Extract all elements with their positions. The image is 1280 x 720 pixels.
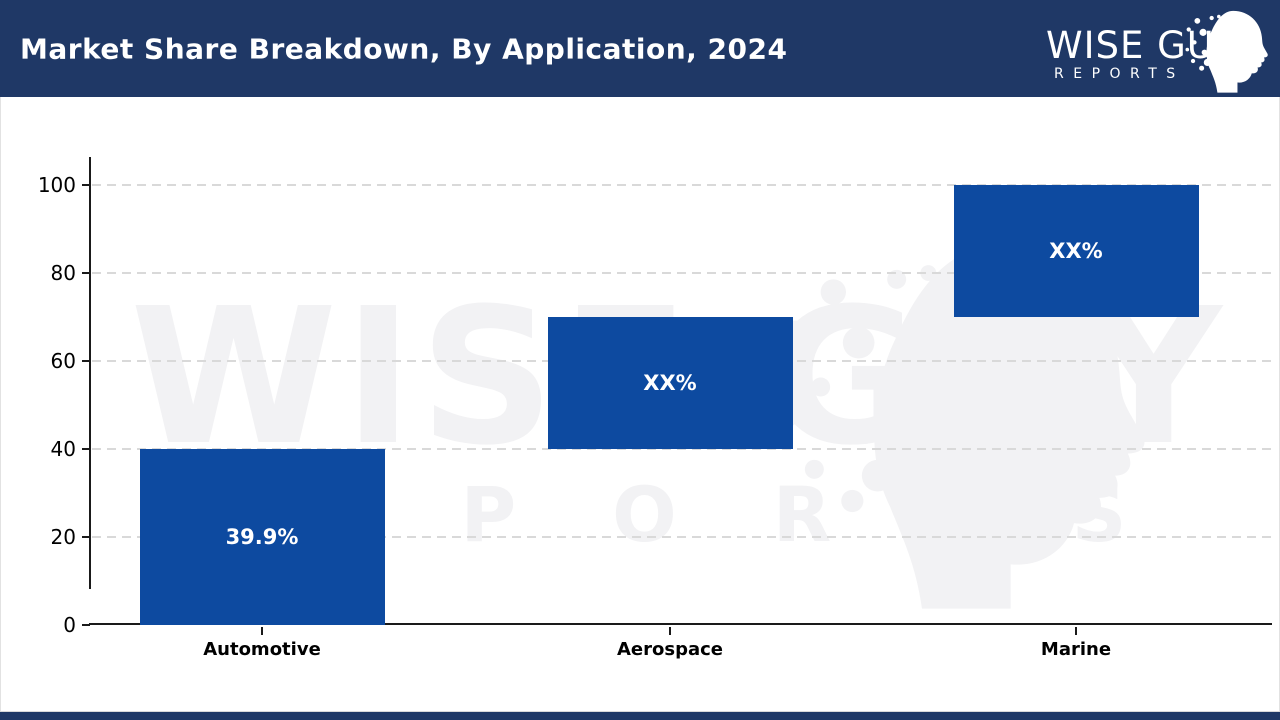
footer-bar: [0, 712, 1280, 720]
gridline: [92, 536, 1272, 538]
wise-guy-logo: WISE GUY REPORTS: [1018, 6, 1268, 94]
page-title: Market Share Breakdown, By Application, …: [20, 32, 788, 65]
header-bar: Market Share Breakdown, By Application, …: [0, 0, 1280, 97]
x-tick-mark: [669, 627, 671, 635]
bar-aerospace: XX%: [547, 317, 793, 449]
waterfall-chart: 0 20 40 60 80 100 39.9% XX% XX% Automotive Aeros…: [0, 97, 1280, 712]
y-tick-mark: [82, 360, 90, 362]
bar-value-label: XX%: [643, 371, 697, 395]
y-tick-label: 20: [50, 525, 76, 549]
x-category-label: Aerospace: [616, 639, 723, 660]
x-tick-mark: [1075, 627, 1077, 635]
bar-value-label: XX%: [1049, 239, 1103, 263]
gridline: [92, 272, 1272, 274]
x-category-label: Automotive: [203, 639, 321, 660]
bar-value-label: 39.9%: [225, 525, 299, 550]
y-tick-label: 80: [50, 261, 76, 285]
y-tick-mark: [82, 624, 90, 626]
bar-marine: XX%: [953, 185, 1199, 317]
x-category-label: Marine: [1040, 639, 1112, 660]
x-axis-line: [89, 623, 1272, 625]
logo-text-reports: REPORTS: [1054, 66, 1185, 82]
y-tick-label: 0: [63, 613, 76, 637]
y-tick-mark: [82, 272, 90, 274]
y-tick-label: 40: [50, 437, 76, 461]
y-tick-label: 100: [37, 173, 76, 197]
y-axis-line: [89, 157, 91, 589]
y-tick-mark: [82, 184, 90, 186]
x-tick-mark: [261, 627, 263, 635]
y-tick-label: 60: [50, 349, 76, 373]
bar-automotive: 39.9%: [139, 449, 385, 625]
gridline: [92, 448, 1272, 450]
y-tick-mark: [82, 536, 90, 538]
y-tick-mark: [82, 448, 90, 450]
gridline: [92, 184, 1272, 186]
footer-divider: [0, 711, 1280, 712]
logo-face-icon: [1185, 10, 1268, 93]
